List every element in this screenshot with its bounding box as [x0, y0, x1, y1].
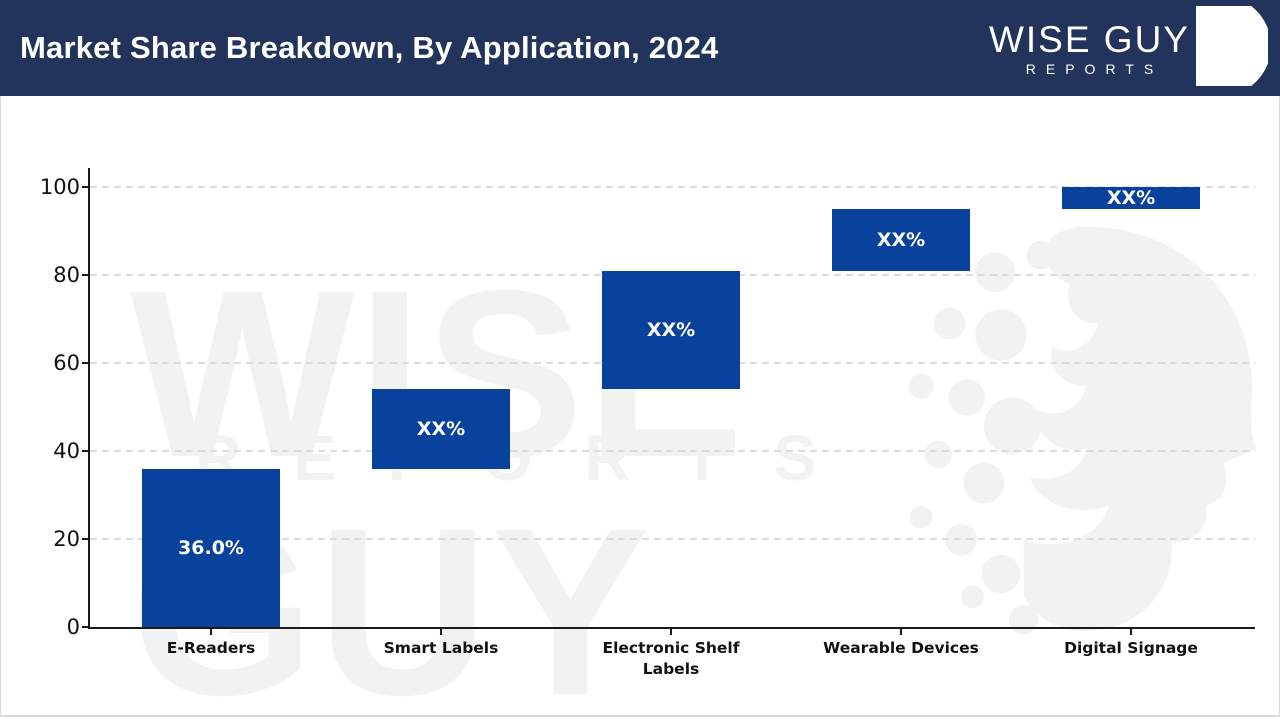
gridline-y-100 — [90, 186, 1255, 188]
bar-electronic-shelf-labels: XX% — [602, 270, 740, 390]
y-axis-tick — [82, 274, 88, 276]
x-axis-spine — [88, 627, 1255, 629]
y-axis-tick-label: 60 — [53, 351, 80, 375]
bar-value-label: 36.0% — [178, 536, 244, 559]
bar-e-readers: 36.0% — [142, 468, 280, 627]
gridline-y-20 — [90, 538, 1255, 540]
y-axis-tick — [82, 538, 88, 540]
logo-text: WISE GUY REPORTS — [989, 21, 1190, 76]
y-axis-tick-label: 0 — [66, 615, 80, 639]
logo-wordmark: WISE GUY — [988, 18, 1190, 60]
y-axis-tick — [82, 450, 88, 452]
gridline-y-40 — [90, 450, 1255, 452]
x-axis-tick — [670, 629, 672, 635]
x-axis-category-label: Smart Labels — [383, 639, 499, 657]
bar-value-label: XX% — [416, 417, 466, 440]
y-axis-tick-label: 40 — [53, 439, 80, 463]
x-axis-category-label: Electronic Shelf Labels — [602, 639, 740, 678]
head-profile-icon — [1170, 0, 1272, 97]
y-axis-spine — [88, 168, 90, 628]
x-axis-tick — [1130, 629, 1132, 635]
bar-value-label: XX% — [876, 228, 926, 251]
bar-digital-signage: XX% — [1062, 187, 1200, 209]
wise-guy-reports-logo: WISE GUY REPORTS — [989, 0, 1272, 97]
bar-wearable-devices: XX% — [832, 209, 970, 271]
bar-smart-labels: XX% — [372, 389, 510, 469]
page-title: Market Share Breakdown, By Application, … — [20, 30, 719, 65]
bar-value-label: XX% — [1106, 187, 1156, 209]
bar-value-label: XX% — [646, 318, 696, 341]
y-axis-tick-label: 80 — [53, 263, 80, 287]
y-axis-tick-label: 20 — [53, 527, 80, 551]
x-axis-category-label: Wearable Devices — [823, 639, 979, 657]
x-axis-category-label: Digital Signage — [1064, 639, 1198, 657]
x-axis-tick — [900, 629, 902, 635]
header-band: Market Share Breakdown, By Application, … — [0, 0, 1280, 97]
x-axis-category-label: E-Readers — [166, 639, 256, 657]
y-axis-tick — [82, 362, 88, 364]
x-axis-tick — [210, 629, 212, 635]
y-axis-tick — [82, 186, 88, 188]
y-axis-tick — [82, 626, 88, 628]
x-axis-tick — [440, 629, 442, 635]
logo-subtitle: REPORTS — [1025, 60, 1164, 77]
y-axis-tick-label: 100 — [39, 175, 80, 199]
